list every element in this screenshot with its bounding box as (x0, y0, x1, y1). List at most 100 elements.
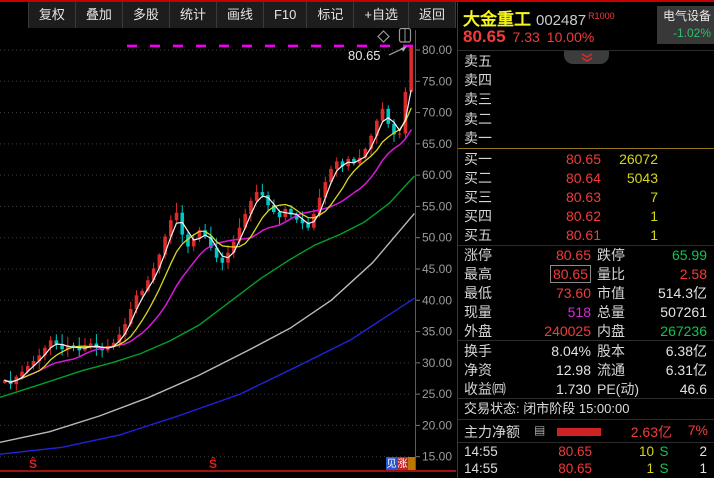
buy-level-price: 80.65 (565, 150, 601, 167)
list-detail-icon[interactable]: ▤ (534, 423, 546, 437)
stat-label: 外盘 (464, 323, 492, 340)
sell-signal-marker: Ŝ (29, 456, 37, 471)
buy-level-volume: 7 (650, 188, 658, 205)
main-net-label: 主力净额 (464, 424, 520, 440)
stat-value: 73.60 (555, 285, 591, 302)
svg-text:见: 见 (387, 458, 397, 470)
tick-volume: 1 (646, 461, 654, 476)
toolbar-button-9[interactable]: 返回 (407, 2, 456, 28)
stat-label: 跌停 (597, 247, 625, 264)
buy-level-row[interactable]: 买三 80.63 7 (458, 187, 714, 206)
stat-label: 量比 (597, 266, 625, 283)
toolbar-button-7[interactable]: 标记 (306, 2, 354, 28)
tick-direction: S (659, 444, 669, 459)
sell-level-row[interactable]: 卖五 (458, 51, 714, 70)
industry-change-pct: -1.02% (672, 26, 711, 40)
main-net-pct: 7% (687, 422, 708, 438)
sell-signal-marker: Ŝ (209, 456, 217, 471)
sell-level-label: 卖三 (464, 91, 492, 108)
trade-status: 交易状态: 闭市阶段 15:00:00 (458, 399, 714, 420)
toolbar-button-6[interactable]: F10 (262, 2, 307, 28)
sell-level-label: 卖五 (464, 52, 492, 69)
stat-value: 1.730 (555, 380, 591, 397)
stock-name: 大金重工 (463, 10, 531, 29)
tick-row: 14:55 80.65 10 S 2 (458, 443, 714, 460)
quote-stats-primary: 涨停 80.65 跌停 65.99 最高 80.65 量比 2.58 最低 73.60 市值 514.… (458, 246, 714, 341)
toolbar-button-1[interactable]: 复权 (27, 2, 75, 28)
svg-text:70.00: 70.00 (422, 106, 452, 120)
toolbar-button-8[interactable]: +自选 (353, 2, 408, 28)
stat-label: 流通 (597, 361, 625, 378)
svg-text:涨: 涨 (398, 458, 408, 470)
stat-label: 最低 (464, 285, 492, 302)
stat-value: 240025 (544, 323, 591, 339)
buy-level-label: 买五 (464, 227, 492, 244)
stat-value: 2.58 (679, 266, 707, 283)
stat-value: 507261 (660, 304, 707, 321)
main-force-net-row[interactable]: 主力净额 ▤ 2.63亿 7% (458, 420, 714, 443)
stats-row: 现量 518 总量 507261 (458, 303, 714, 322)
svg-text:80.00: 80.00 (422, 43, 452, 57)
stat-label: 内盘 (597, 323, 625, 340)
stat-value: 514.3亿 (657, 285, 707, 302)
svg-text:25.00: 25.00 (422, 387, 452, 401)
price-change-pct: 10.00% (546, 29, 595, 45)
buy-level-row[interactable]: 买一 80.65 26072 (458, 149, 714, 168)
stat-value: 8.04% (551, 342, 591, 359)
margin-tag: R1000 (588, 11, 615, 21)
sell-level-row[interactable]: 卖四 (458, 70, 714, 89)
collapse-panel-tab[interactable] (564, 51, 609, 64)
sell-levels: 卖五 卖四卖三卖二卖一 (458, 51, 714, 149)
stat-label: 市值 (597, 285, 625, 302)
marker-diamond-icon (377, 30, 390, 43)
buy-level-label: 买三 (464, 188, 492, 205)
quote-header: 大金重工 002487 R1000 80.65 7.33 10.00% 电气设备 -1.… (458, 2, 714, 51)
svg-text:60.00: 60.00 (422, 168, 452, 182)
stat-value-boxed: 80.65 (549, 265, 591, 284)
stat-label: 收益㈣ (464, 380, 506, 397)
sell-level-row[interactable]: 卖一 (458, 129, 714, 148)
toolbar-button-3[interactable]: 多股 (121, 2, 169, 28)
stat-label: 总量 (597, 304, 625, 321)
industry-badge[interactable]: 电气设备 -1.02% (657, 6, 714, 44)
price-change: 7.33 (512, 29, 540, 45)
buy-level-volume: 1 (650, 227, 658, 244)
tick-direction: S (659, 461, 669, 476)
daily-candle-chart[interactable]: 80.00 75.00 70.00 65.00 60.00 55.00 50.00 45.00… (0, 0, 456, 478)
toolbar-button-2[interactable]: 叠加 (74, 2, 122, 28)
sell-level-label: 卖二 (464, 110, 492, 127)
last-price: 80.65 (463, 27, 506, 46)
signal-badge (408, 457, 415, 470)
window-top-accent (0, 0, 714, 2)
sell-level-row[interactable]: 卖二 (458, 109, 714, 128)
buy-level-row[interactable]: 买五 80.61 1 (458, 226, 714, 245)
stats-row: 净资 12.98 流通 6.31亿 (458, 360, 714, 379)
tick-price: 80.65 (558, 461, 592, 476)
buy-level-row[interactable]: 买四 80.62 1 (458, 207, 714, 226)
buy-level-row[interactable]: 买二 80.64 5043 (458, 168, 714, 187)
svg-text:30.00: 30.00 (422, 356, 452, 370)
industry-name: 电气设备 (662, 9, 711, 23)
signal-badge (386, 457, 397, 470)
stat-label: 最高 (464, 266, 492, 283)
stat-value: 6.31亿 (665, 361, 707, 378)
tick-count: 2 (699, 444, 707, 459)
stat-value: 46.6 (679, 380, 707, 397)
toolbar-button-4[interactable]: 统计 (168, 2, 216, 28)
svg-text:35.00: 35.00 (422, 325, 452, 339)
stats-row: 收益㈣ 1.730 PE(动) 46.6 (458, 379, 714, 398)
tick-count: 1 (699, 461, 707, 476)
chart-toolbar: 复权 叠加 多股 统计 画线 F10 标记 +自选 返回 (0, 2, 456, 28)
tick-row: 14:55 80.65 1 S 1 (458, 460, 714, 477)
buy-level-label: 买二 (464, 169, 492, 186)
main-net-value: 2.63亿 (630, 424, 672, 440)
toolbar-button-5[interactable]: 画线 (215, 2, 263, 28)
sell-level-row[interactable]: 卖三 (458, 90, 714, 109)
quote-panel: 大金重工 002487 R1000 80.65 7.33 10.00% 电气设备 -1.… (457, 2, 714, 478)
tick-price: 80.65 (558, 444, 592, 459)
buy-level-price: 80.62 (565, 208, 601, 225)
chart-bottom-border (0, 470, 456, 472)
stats-row: 涨停 80.65 跌停 65.99 (458, 246, 714, 265)
